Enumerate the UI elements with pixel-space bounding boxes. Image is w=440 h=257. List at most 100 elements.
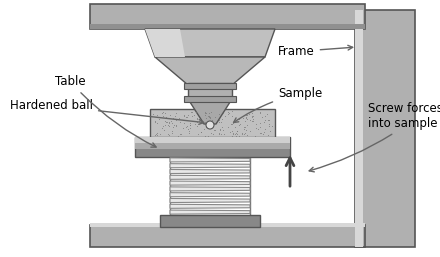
Point [167,113,174,117]
Point [227,122,234,126]
Point [154,113,161,117]
Bar [184,96,236,102]
Point [164,123,171,127]
Point [208,118,215,122]
Point [202,116,209,121]
Point [162,120,169,124]
Bar [90,24,365,29]
Bar [90,225,365,247]
Point [241,132,248,136]
Point [178,132,185,136]
Point [249,111,256,115]
Point [187,126,194,130]
Point [176,132,183,136]
Bar [135,137,290,157]
Point [243,116,250,120]
Polygon shape [170,181,250,185]
Point [172,123,179,127]
Text: Hardened ball: Hardened ball [10,99,204,124]
Text: Frame: Frame [278,45,353,58]
Point [194,116,201,120]
Point [241,131,248,135]
Point [203,125,210,129]
Point [230,121,237,125]
Point [216,120,223,124]
Point [161,118,168,123]
Point [230,132,237,136]
Polygon shape [188,99,232,124]
Point [201,111,208,115]
Bar [188,83,232,99]
Polygon shape [145,29,185,57]
Point [249,117,256,121]
Point [219,111,226,115]
Point [242,115,249,119]
Point [265,118,272,122]
Point [163,120,170,124]
Point [192,109,199,114]
Point [249,119,256,123]
Point [198,130,205,134]
Point [239,116,246,120]
Point [267,129,274,133]
Point [151,120,158,124]
Point [163,115,170,119]
Point [257,110,264,114]
Point [256,121,263,125]
Point [176,134,183,139]
Text: Sample: Sample [234,87,322,123]
Point [203,122,210,126]
Point [191,122,198,126]
Point [243,113,250,117]
Point [266,118,273,122]
Point [257,111,264,115]
Point [154,131,161,135]
Point [216,118,223,122]
Polygon shape [170,175,250,179]
Circle shape [206,121,214,129]
Point [185,113,192,117]
Point [158,111,165,115]
Point [183,124,191,128]
Point [220,132,227,136]
Point [235,117,242,121]
Bar [90,4,365,29]
Bar [355,10,415,247]
Polygon shape [145,29,275,57]
Point [170,125,177,130]
Point [188,114,195,118]
Point [216,131,223,135]
Point [168,121,175,125]
Point [160,110,167,114]
Point [231,132,238,136]
Point [208,110,215,114]
Point [166,121,173,125]
Point [164,132,171,136]
Point [169,131,176,135]
Point [169,128,176,133]
Point [195,119,202,123]
Point [266,124,273,128]
Point [172,114,179,118]
Point [156,132,163,136]
Point [233,134,240,138]
Point [202,111,209,115]
Point [216,112,223,116]
Point [159,114,166,118]
Point [154,121,161,125]
Point [229,131,236,135]
Point [258,131,265,135]
Point [159,126,166,131]
Bar [150,109,275,139]
Point [228,114,235,118]
Point [240,127,247,131]
Point [205,114,213,118]
Point [260,130,268,134]
Point [204,114,211,118]
Point [209,132,216,136]
Point [239,132,246,136]
Point [217,127,224,131]
Point [249,119,256,123]
Point [205,134,212,139]
Point [234,129,241,133]
